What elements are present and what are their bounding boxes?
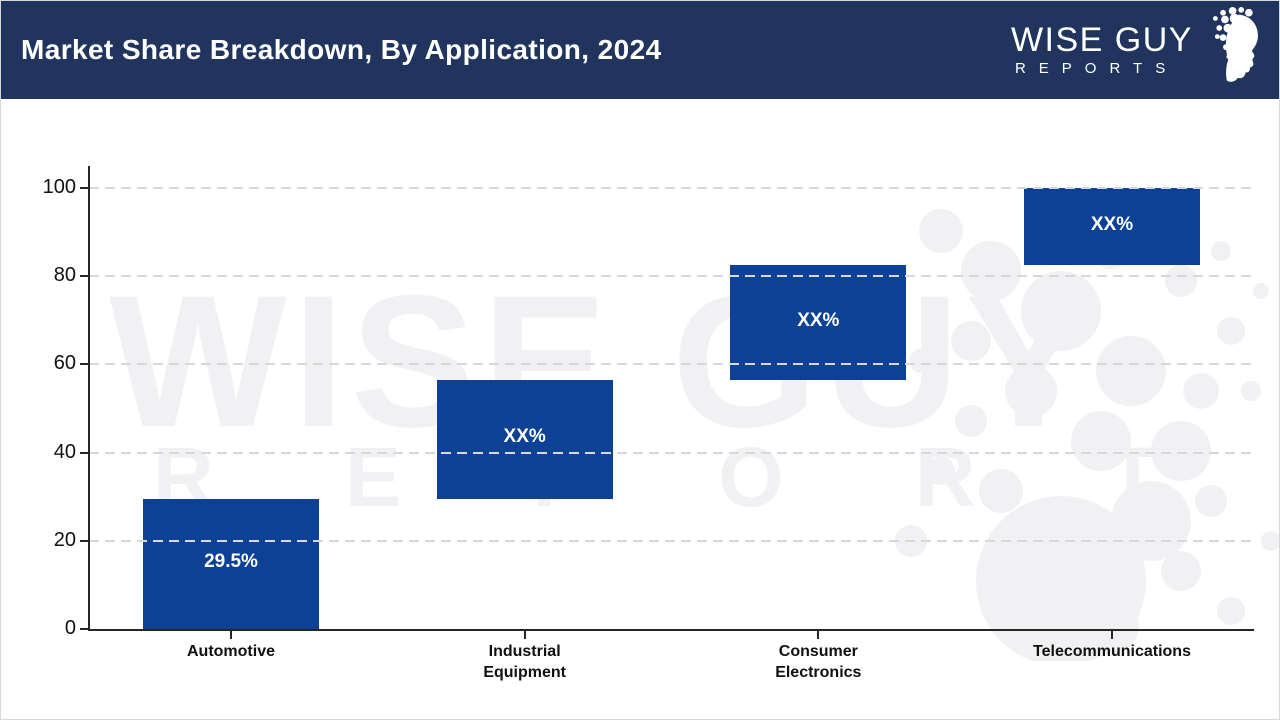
- brand-logo-text: WISE GUY REPORTS: [1011, 23, 1193, 77]
- x-axis-tick: [817, 631, 820, 639]
- x-axis-tick: [230, 631, 232, 639]
- y-axis-tick-label: 80: [53, 264, 76, 287]
- x-axis-category-label-line: Industrial: [488, 643, 561, 660]
- bar-industrial-equipment: [436, 379, 613, 499]
- gridline-80: [89, 275, 1254, 278]
- x-axis-tick: [523, 631, 526, 639]
- bar-automotive: [143, 498, 319, 629]
- x-axis-category-label-line: Automotive: [187, 643, 275, 660]
- waterfall-chart: 0 20 40 60 80 100 29.5% Automotive XX% Industrial…: [1, 99, 1279, 719]
- bar-value-label: XX%: [1090, 213, 1134, 235]
- x-axis-category-label-line: Consumer: [778, 643, 858, 660]
- brand-head-icon: [1213, 7, 1258, 82]
- x-axis-category-label-line: Electronics: [775, 664, 862, 681]
- report-header: Market Share Breakdown, By Application, …: [1, 1, 1279, 99]
- y-axis-tick: [80, 628, 89, 630]
- page-title: Market Share Breakdown, By Application, …: [21, 34, 662, 65]
- y-axis-tick: [80, 451, 89, 454]
- watermark-dotted-head-icon: [895, 209, 1279, 661]
- bar-value-label: 29.5%: [204, 550, 258, 572]
- x-axis-category-label: Automotive: [116, 641, 346, 662]
- x-axis-tick: [1111, 631, 1113, 639]
- x-axis-line: [88, 629, 1254, 631]
- x-axis-category-label: Telecommunications: [997, 641, 1227, 662]
- y-axis-tick-label: 40: [53, 440, 76, 463]
- brand-logo: WISE GUY REPORTS: [1011, 7, 1267, 93]
- y-axis-tick-label: 100: [42, 176, 76, 198]
- gridline-100: [89, 187, 1254, 189]
- brand-logo-wordmark: WISE GUY: [1010, 21, 1193, 59]
- x-axis-category-label-line: Telecommunications: [1033, 643, 1191, 660]
- y-axis-tick: [80, 187, 89, 189]
- y-axis-line: [88, 165, 90, 631]
- bar-telecommunications: [1024, 188, 1200, 266]
- bar-consumer-electronics: [730, 265, 907, 380]
- x-axis-category-label-line: Equipment: [483, 664, 566, 681]
- gridline-20: [89, 539, 1254, 542]
- gridline-60: [89, 363, 1254, 366]
- x-axis-category-label: Consumer Electronics: [703, 641, 933, 683]
- bar-value-label: XX%: [797, 309, 840, 331]
- x-axis-category-label: Industrial Equipment: [410, 641, 640, 683]
- y-axis-tick: [80, 363, 89, 366]
- y-axis-tick: [80, 539, 89, 542]
- y-axis-tick-label: 60: [53, 352, 76, 375]
- bar-value-label: XX%: [503, 426, 546, 448]
- y-axis-tick-label: 0: [64, 617, 76, 639]
- gridline-40: [89, 451, 1254, 454]
- y-axis-tick-label: 20: [53, 528, 76, 551]
- brand-logo-subtext: REPORTS: [1014, 60, 1179, 77]
- y-axis-tick: [80, 275, 89, 278]
